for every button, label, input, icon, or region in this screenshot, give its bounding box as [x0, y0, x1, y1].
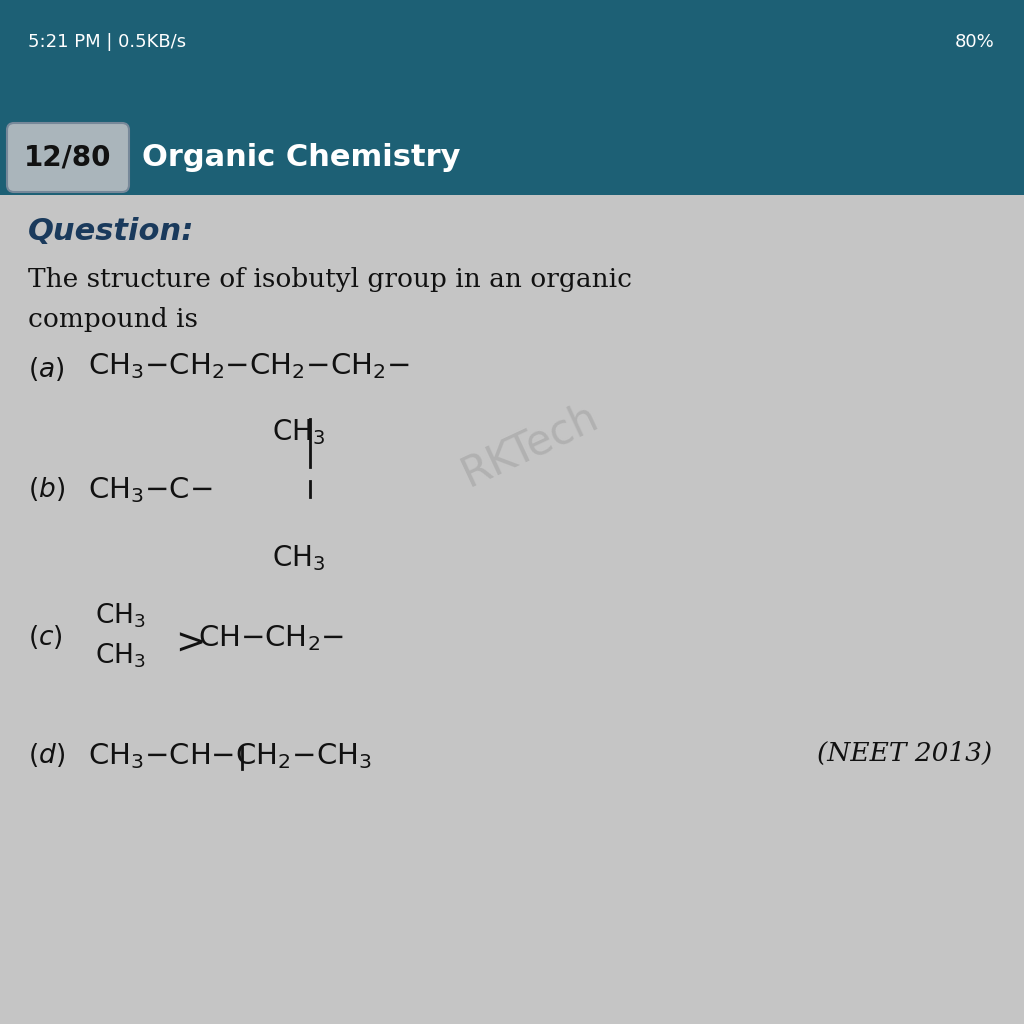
Text: (NEET 2013): (NEET 2013)	[817, 741, 992, 766]
Text: $\mathrm{CH_3}$: $\mathrm{CH_3}$	[272, 543, 326, 572]
FancyBboxPatch shape	[7, 123, 129, 193]
Text: $\mathrm{CH_3{-}C{-}}$: $\mathrm{CH_3{-}C{-}}$	[88, 475, 212, 505]
FancyBboxPatch shape	[0, 195, 1024, 1024]
Text: Organic Chemistry: Organic Chemistry	[142, 143, 461, 172]
Text: $\mathrm{CH_3}$: $\mathrm{CH_3}$	[272, 417, 326, 446]
Text: 80%: 80%	[955, 33, 995, 51]
Text: RKTech: RKTech	[455, 395, 605, 495]
Text: $(d)$: $(d)$	[28, 741, 66, 769]
FancyBboxPatch shape	[0, 0, 1024, 195]
Text: 5:21 PM | 0.5KB/s: 5:21 PM | 0.5KB/s	[28, 33, 186, 51]
Text: 12/80: 12/80	[25, 143, 112, 171]
Text: $\mathrm{CH{-}CH_2{-}}$: $\mathrm{CH{-}CH_2{-}}$	[198, 623, 344, 653]
Text: $>$: $>$	[168, 625, 204, 659]
Text: $\mathrm{CH_3}$: $\mathrm{CH_3}$	[95, 641, 145, 670]
Text: $(a)$: $(a)$	[28, 355, 65, 383]
Text: $\mathrm{CH_3}$: $\mathrm{CH_3}$	[95, 601, 145, 630]
Text: $\mathrm{CH_3{-}CH_2{-}CH_2{-}CH_2{-}}$: $\mathrm{CH_3{-}CH_2{-}CH_2{-}CH_2{-}}$	[88, 351, 410, 381]
Text: Question:: Question:	[28, 217, 195, 246]
Text: compound is: compound is	[28, 307, 198, 332]
Text: The structure of isobutyl group in an organic: The structure of isobutyl group in an or…	[28, 267, 632, 292]
Text: $(c)$: $(c)$	[28, 623, 62, 651]
Text: $(b)$: $(b)$	[28, 475, 66, 503]
Text: $\mathrm{CH_3{-}CH{-}CH_2{-}CH_3}$: $\mathrm{CH_3{-}CH{-}CH_2{-}CH_3}$	[88, 741, 372, 771]
